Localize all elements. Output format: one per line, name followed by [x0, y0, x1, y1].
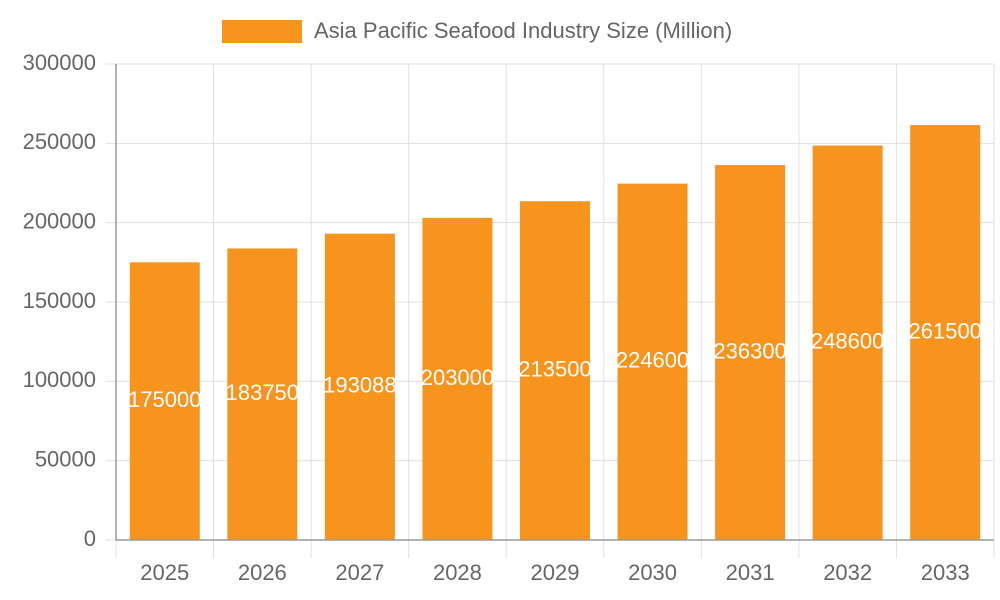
y-tick-label: 250000 — [23, 129, 96, 154]
data-label: 183750 — [226, 380, 299, 405]
data-label: 213500 — [518, 356, 591, 381]
legend-label: Asia Pacific Seafood Industry Size (Mill… — [314, 18, 732, 43]
y-tick-label: 300000 — [23, 50, 96, 75]
bar — [910, 125, 981, 540]
y-tick-label: 200000 — [23, 208, 96, 233]
data-label: 261500 — [909, 318, 982, 343]
legend-swatch — [222, 20, 302, 43]
x-tick-label: 2027 — [335, 560, 384, 585]
bar — [617, 183, 688, 540]
x-tick-label: 2028 — [433, 560, 482, 585]
data-label: 236300 — [713, 338, 786, 363]
data-label: 193088 — [323, 373, 396, 398]
x-tick-label: 2032 — [823, 560, 872, 585]
y-tick-label: 0 — [84, 526, 96, 551]
bar — [520, 201, 590, 540]
data-label: 248600 — [811, 329, 884, 354]
y-tick-label: 100000 — [23, 367, 96, 392]
data-label: 224600 — [616, 348, 689, 373]
bar — [129, 262, 200, 540]
x-tick-label: 2031 — [726, 560, 775, 585]
bar — [422, 217, 493, 540]
x-tick-label: 2026 — [238, 560, 287, 585]
data-label: 175000 — [128, 387, 201, 412]
x-tick-label: 2029 — [531, 560, 580, 585]
bar — [812, 145, 883, 540]
x-tick-label: 2025 — [140, 560, 189, 585]
bar — [324, 233, 395, 540]
data-label: 203000 — [421, 365, 494, 390]
bar — [715, 165, 786, 540]
x-tick-label: 2030 — [628, 560, 677, 585]
bar — [227, 248, 298, 540]
x-tick-label: 2033 — [921, 560, 970, 585]
y-tick-label: 50000 — [35, 446, 96, 471]
y-tick-label: 150000 — [23, 288, 96, 313]
